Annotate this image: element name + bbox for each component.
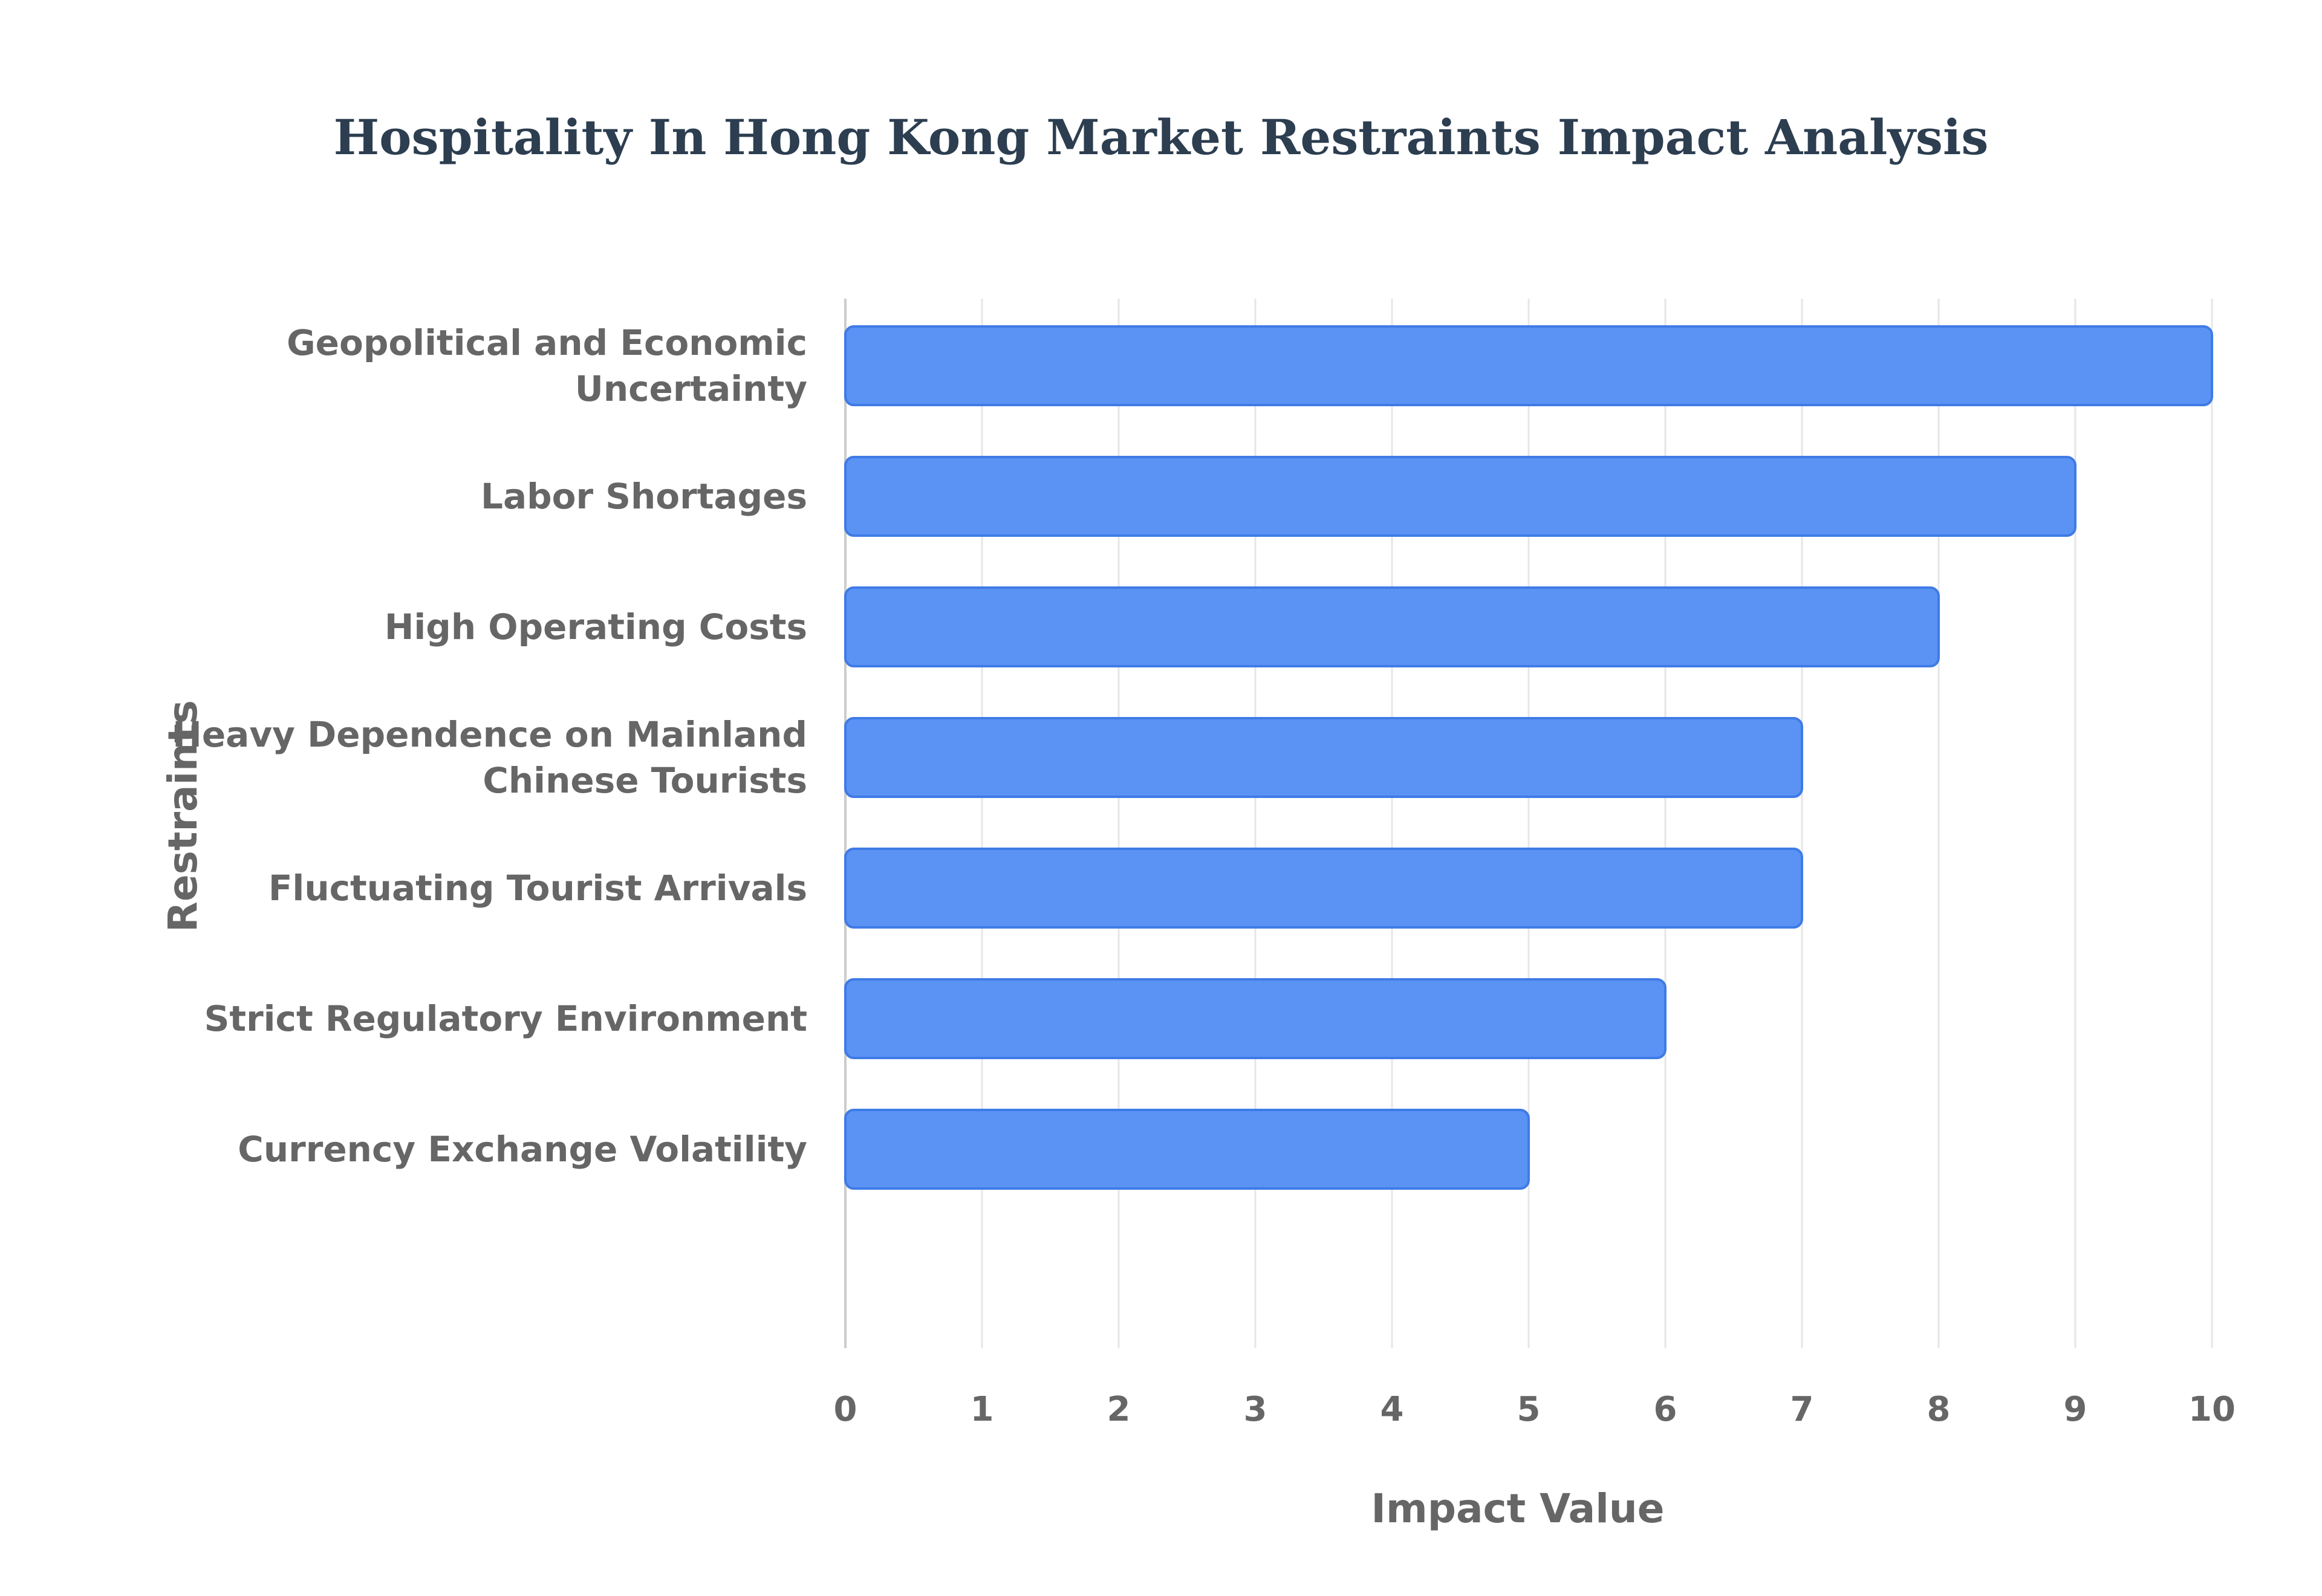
bar[interactable] xyxy=(844,717,1803,798)
category-label: High Operating Costs xyxy=(385,606,807,647)
x-tick-label: 9 xyxy=(2064,1390,2087,1429)
x-tick-label: 10 xyxy=(2188,1390,2236,1429)
x-tick-label: 1 xyxy=(971,1390,994,1429)
category-labels: Geopolitical and Economic Uncertainty Labo… xyxy=(172,322,807,1170)
category-label: Labor Shortages xyxy=(481,476,807,517)
category-label-line: Strict Regulatory Environment xyxy=(204,998,807,1039)
category-label-line: High Operating Costs xyxy=(385,606,807,647)
category-label: Geopolitical and Economic Uncertainty xyxy=(287,322,807,409)
x-tick-label: 5 xyxy=(1517,1390,1541,1429)
category-label-line: Chinese Tourists xyxy=(483,760,807,801)
category-label-line: Geopolitical and Economic xyxy=(287,322,807,363)
bar[interactable] xyxy=(844,848,1803,929)
bar[interactable] xyxy=(844,978,1667,1059)
bar[interactable] xyxy=(844,586,1940,667)
x-tick-label: 3 xyxy=(1244,1390,1267,1429)
category-label-line: Fluctuating Tourist Arrivals xyxy=(268,868,807,909)
category-label: Fluctuating Tourist Arrivals xyxy=(268,868,807,909)
category-label-line: Heavy Dependence on Mainland xyxy=(172,714,807,755)
x-tick-labels: 0 1 2 3 4 5 6 7 8 9 10 xyxy=(834,1390,2236,1429)
x-tick-label: 0 xyxy=(834,1390,857,1429)
bar[interactable] xyxy=(844,325,2213,406)
x-tick-label: 2 xyxy=(1107,1390,1131,1429)
bars xyxy=(844,325,2213,1190)
category-label-line: Labor Shortages xyxy=(481,476,807,517)
chart-title: Hospitality In Hong Kong Market Restrain… xyxy=(334,109,1989,166)
category-label: Strict Regulatory Environment xyxy=(204,998,807,1039)
x-tick-label: 4 xyxy=(1381,1390,1404,1429)
category-label: Heavy Dependence on Mainland Chinese Tour… xyxy=(172,714,807,801)
category-label-line: Currency Exchange Volatility xyxy=(238,1129,807,1170)
x-axis-title: Impact Value xyxy=(1371,1485,1664,1532)
x-tick-label: 6 xyxy=(1654,1390,1677,1429)
bar[interactable] xyxy=(844,456,2076,537)
category-label-line: Uncertainty xyxy=(575,368,807,409)
category-label: Currency Exchange Volatility xyxy=(238,1129,807,1170)
bar[interactable] xyxy=(844,1109,1530,1190)
x-tick-label: 7 xyxy=(1790,1390,1814,1429)
x-tick-label: 8 xyxy=(1927,1390,1951,1429)
y-axis-title: Restraints xyxy=(160,700,206,932)
